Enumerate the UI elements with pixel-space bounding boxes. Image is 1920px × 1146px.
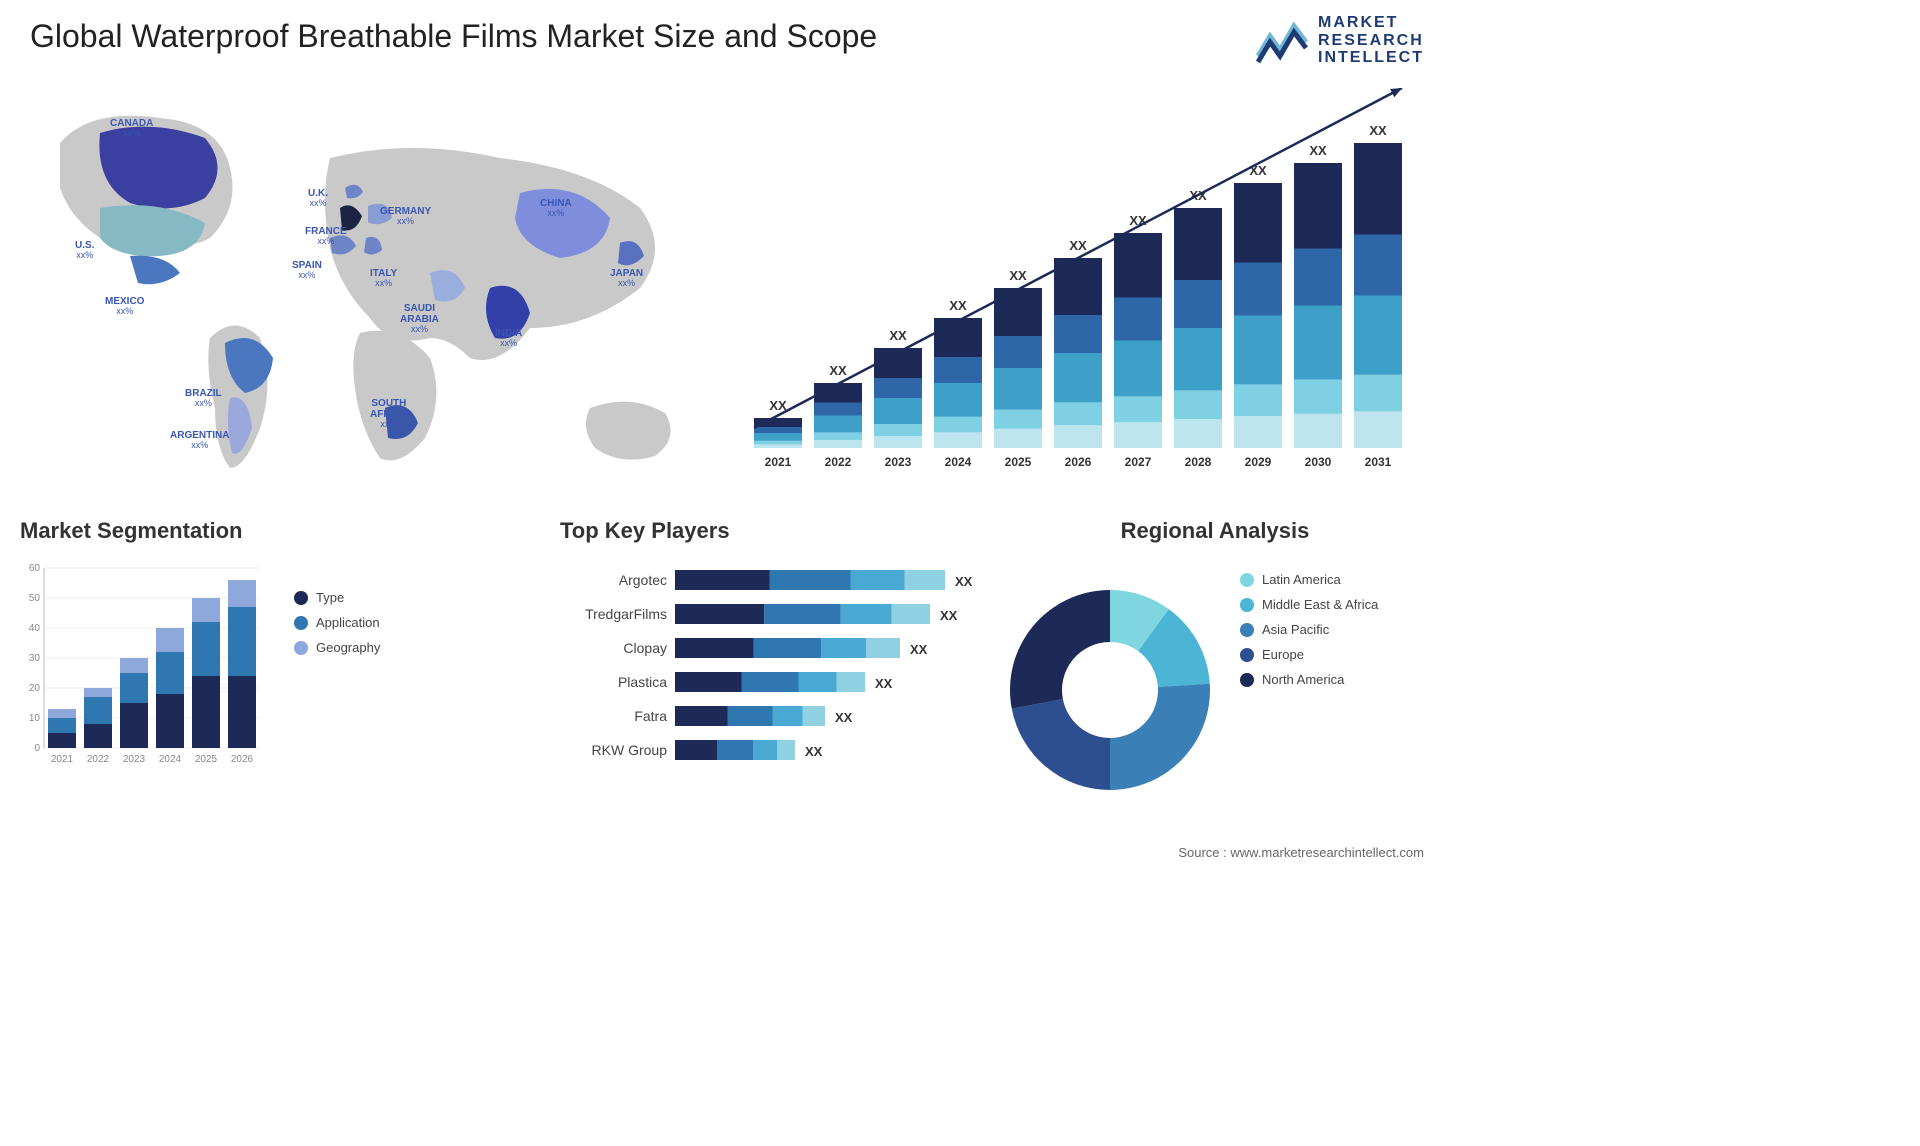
legend-item: Application: [294, 615, 380, 630]
svg-text:XX: XX: [1309, 143, 1327, 158]
svg-text:XX: XX: [955, 574, 973, 589]
map-label: INDIAxx%: [495, 328, 522, 349]
logo-icon: [1256, 16, 1310, 64]
svg-text:XX: XX: [805, 744, 823, 759]
top-key-players: Top Key Players Argotec XX TredgarFilms XX C…: [560, 518, 980, 795]
svg-text:XX: XX: [940, 608, 958, 623]
svg-text:2029: 2029: [1245, 455, 1272, 469]
forecast-chart: XX 2021 XX 2022 XX 2023 XX 2024 XX 2025 XX 2026 XX 20…: [744, 88, 1424, 488]
svg-text:50: 50: [29, 593, 41, 604]
svg-text:2024: 2024: [945, 455, 972, 469]
svg-text:Argotec: Argotec: [619, 572, 667, 588]
svg-text:Fatra: Fatra: [634, 708, 667, 724]
svg-text:RKW Group: RKW Group: [592, 742, 668, 758]
players-title: Top Key Players: [560, 518, 980, 544]
map-label: JAPANxx%: [610, 268, 643, 289]
legend-item: Asia Pacific: [1240, 622, 1378, 637]
svg-text:2023: 2023: [123, 754, 146, 765]
logo-line3: INTELLECT: [1318, 49, 1424, 67]
svg-text:2021: 2021: [765, 455, 792, 469]
svg-text:2025: 2025: [195, 754, 218, 765]
svg-text:XX: XX: [875, 676, 893, 691]
map-label: MEXICOxx%: [105, 296, 144, 317]
svg-text:XX: XX: [949, 298, 967, 313]
source-attribution: Source : www.marketresearchintellect.com: [1178, 845, 1424, 860]
svg-text:2024: 2024: [159, 754, 182, 765]
svg-text:XX: XX: [829, 363, 847, 378]
svg-text:XX: XX: [1069, 238, 1087, 253]
svg-text:XX: XX: [835, 710, 853, 725]
legend-item: Latin America: [1240, 572, 1378, 587]
svg-text:Plastica: Plastica: [618, 674, 667, 690]
map-label: ITALYxx%: [370, 268, 397, 289]
svg-text:2022: 2022: [87, 754, 110, 765]
svg-text:XX: XX: [910, 642, 928, 657]
map-label: SPAINxx%: [292, 260, 322, 281]
svg-text:20: 20: [29, 683, 41, 694]
svg-text:2026: 2026: [1065, 455, 1092, 469]
segmentation-title: Market Segmentation: [20, 518, 450, 544]
legend-item: Middle East & Africa: [1240, 597, 1378, 612]
svg-text:2026: 2026: [231, 754, 254, 765]
legend-item: Geography: [294, 640, 380, 655]
svg-text:XX: XX: [889, 328, 907, 343]
map-label: SOUTHAFRICAxx%: [370, 398, 408, 430]
market-segmentation: Market Segmentation 0 10 20 30 40 50 60 2021 202…: [20, 518, 450, 790]
svg-text:2030: 2030: [1305, 455, 1332, 469]
svg-text:Clopay: Clopay: [623, 640, 667, 656]
map-label: GERMANYxx%: [380, 206, 431, 227]
svg-text:30: 30: [29, 653, 41, 664]
map-label: ARGENTINAxx%: [170, 430, 229, 451]
svg-text:2023: 2023: [885, 455, 912, 469]
svg-text:XX: XX: [1009, 268, 1027, 283]
world-map: CANADAxx% U.S.xx% MEXICOxx% BRAZILxx% ARGENT…: [30, 88, 710, 488]
map-label: U.S.xx%: [75, 240, 94, 261]
svg-text:0: 0: [34, 743, 40, 754]
legend-item: North America: [1240, 672, 1378, 687]
svg-text:2021: 2021: [51, 754, 74, 765]
logo-line1: MARKET: [1318, 14, 1424, 32]
map-label: CANADAxx%: [110, 118, 153, 139]
map-label: CHINAxx%: [540, 198, 572, 219]
logo-line2: RESEARCH: [1318, 32, 1424, 50]
map-label: FRANCExx%: [305, 226, 347, 247]
svg-text:XX: XX: [1369, 123, 1387, 138]
brand-logo: MARKET RESEARCH INTELLECT: [1256, 14, 1424, 67]
map-label: BRAZILxx%: [185, 388, 222, 409]
legend-item: Europe: [1240, 647, 1378, 662]
svg-text:2027: 2027: [1125, 455, 1152, 469]
regional-title: Regional Analysis: [1000, 518, 1430, 544]
svg-text:2031: 2031: [1365, 455, 1392, 469]
map-label: U.K.xx%: [308, 188, 328, 209]
map-label: SAUDIARABIAxx%: [400, 303, 439, 335]
svg-text:XX: XX: [1249, 163, 1267, 178]
svg-text:2025: 2025: [1005, 455, 1032, 469]
svg-text:60: 60: [29, 563, 41, 574]
regional-analysis: Regional Analysis Latin America Middle Ea…: [1000, 518, 1430, 790]
svg-text:40: 40: [29, 623, 41, 634]
svg-text:TredgarFilms: TredgarFilms: [585, 606, 667, 622]
svg-text:2028: 2028: [1185, 455, 1212, 469]
page-title: Global Waterproof Breathable Films Marke…: [30, 18, 877, 55]
legend-item: Type: [294, 590, 380, 605]
svg-text:2022: 2022: [825, 455, 852, 469]
svg-text:10: 10: [29, 713, 41, 724]
